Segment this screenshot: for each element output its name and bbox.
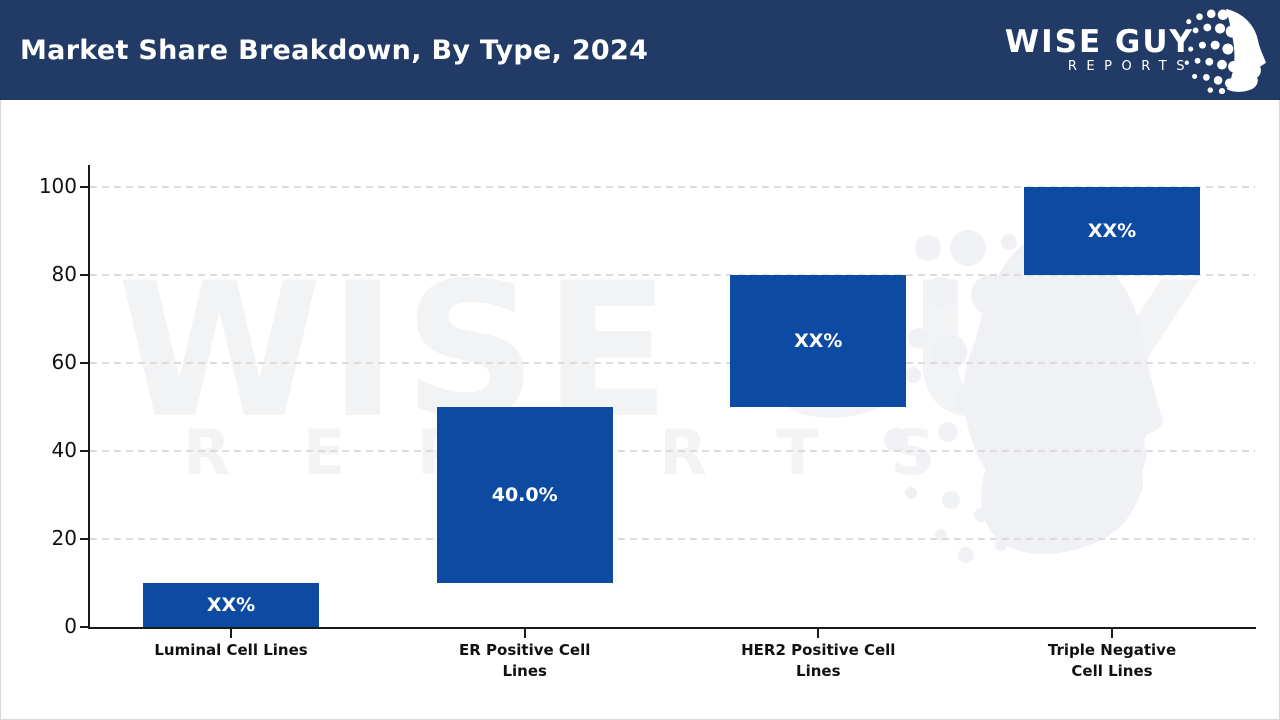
bar-value-label: 40.0%: [491, 484, 558, 506]
watermark-face-icon: [873, 230, 1163, 563]
y-axis-tick: [80, 538, 89, 540]
y-axis-line: [88, 165, 90, 629]
page-title: Market Share Breakdown, By Type, 2024: [20, 34, 649, 66]
y-axis-tick: [80, 626, 89, 628]
x-axis-category-label-her2-positive-cell-lines: HER2 Positive Cell Lines: [741, 641, 896, 680]
logo-wordmark-line2: REPORTS: [1067, 58, 1194, 74]
bar-value-label: XX%: [794, 330, 843, 352]
x-axis-tick: [817, 629, 820, 638]
header: Market Share Breakdown, By Type, 2024 WI…: [0, 0, 1280, 100]
x-axis-category-label-luminal-cell-lines: Luminal Cell Lines: [154, 641, 308, 659]
plot-area: 0 20 40 60 80 100 XX% Luminal Cell Lines 40.0% ER…: [1, 100, 1279, 719]
chart-panel: WISE GUY REPORTS 020406080100XX%Luminal …: [0, 100, 1280, 720]
bar-value-label: XX%: [206, 594, 256, 616]
y-axis-tick: [80, 186, 89, 188]
logo-face-icon: [1182, 8, 1266, 94]
y-axis-tick-label: 20: [51, 526, 77, 550]
y-axis-tick-label: 40: [51, 438, 77, 462]
x-axis-tick: [1111, 629, 1113, 638]
x-axis-tick: [523, 629, 526, 638]
bar-luminal-cell-lines: XX%: [143, 583, 319, 627]
y-axis-tick: [80, 450, 89, 452]
x-axis-tick: [230, 629, 232, 638]
gridline-100: [90, 186, 1255, 188]
bar-er-positive-cell-lines: 40.0%: [436, 407, 613, 583]
y-axis-tick: [80, 274, 89, 276]
y-axis-tick-label: 60: [51, 350, 77, 374]
y-axis-tick-label: 100: [38, 174, 77, 198]
gridline-80: [90, 274, 1255, 276]
y-axis-tick-label: 0: [64, 614, 77, 638]
bar-triple-negative-cell-lines: XX%: [1024, 187, 1200, 275]
y-axis-tick: [80, 362, 89, 364]
logo-wordmark-line1: WISE GUY: [1004, 24, 1194, 61]
x-axis-line: [88, 627, 1256, 629]
wise-guy-reports-logo: WISE GUY REPORTS: [1005, 6, 1270, 94]
gridline-60: [90, 362, 1255, 364]
x-axis-category-label-er-positive-cell-lines: ER Positive Cell Lines: [459, 641, 591, 680]
logo-wordmark: WISE GUY REPORTS: [1005, 26, 1194, 74]
x-axis-category-label-triple-negative-cell-lines: Triple Negative Cell Lines: [1047, 641, 1177, 680]
bar-her2-positive-cell-lines: XX%: [730, 275, 907, 407]
gridline-20: [90, 538, 1255, 540]
y-axis-tick-label: 80: [51, 262, 77, 286]
gridline-40: [90, 450, 1255, 452]
bar-value-label: XX%: [1087, 220, 1137, 242]
